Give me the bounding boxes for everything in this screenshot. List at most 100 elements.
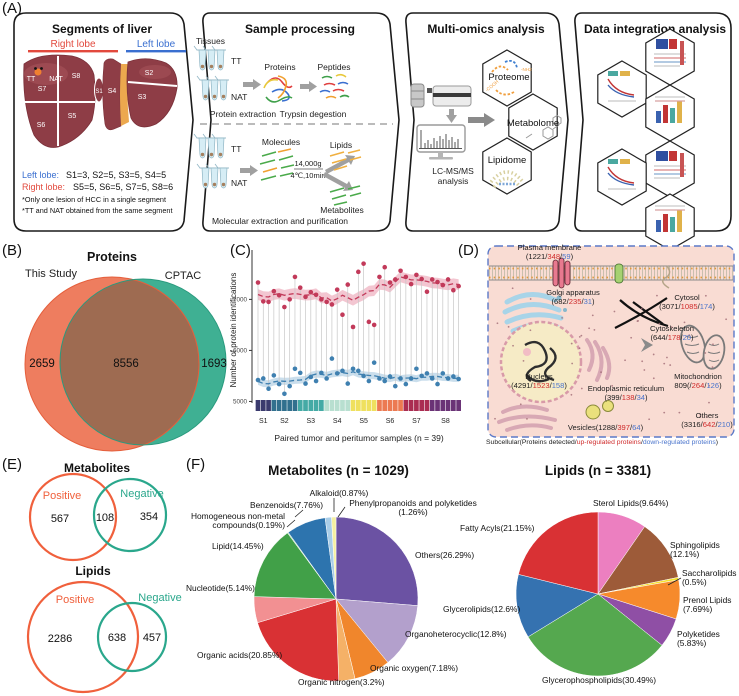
liver-note-1: *Only one lesion of HCC in a single segm… xyxy=(22,195,166,204)
sample-square xyxy=(403,400,409,411)
svg-text:S2: S2 xyxy=(145,70,154,77)
scatter-dot xyxy=(678,411,681,414)
group-label: S2 xyxy=(280,418,289,425)
lcms-label-1: LC-MS/MS xyxy=(432,166,474,176)
venn-lip-pos-circle xyxy=(26,580,140,694)
scatter-dot xyxy=(704,294,707,297)
svg-text:TT: TT xyxy=(231,56,241,66)
plasma-membrane-label: Plasma membrane (1221/348/59) xyxy=(517,243,582,261)
sample-square xyxy=(414,400,419,411)
venn-lip-neg-circle xyxy=(96,601,168,673)
blue-dot xyxy=(419,373,424,379)
lcms-label-2: analysis xyxy=(438,176,469,186)
mitochondria xyxy=(680,324,726,370)
red-dot xyxy=(398,268,403,274)
arrow-4 xyxy=(468,113,495,127)
blue-dot xyxy=(445,376,451,381)
sample-square xyxy=(276,400,282,411)
blue-dot xyxy=(440,371,446,376)
y-tick-label: 6000 xyxy=(233,347,248,354)
svg-text:TT: TT xyxy=(231,144,241,154)
venn-b-right-label: CPTAC xyxy=(165,270,202,282)
sample-square xyxy=(319,400,324,411)
sample-square xyxy=(340,400,345,411)
scatter-dot xyxy=(580,334,583,337)
venn-met-left-count: 567 xyxy=(51,513,69,525)
panel-f-pies: (F) Metabolites (n = 1029) Lipids (n = 3… xyxy=(185,455,739,696)
nat-label: NAT xyxy=(49,76,63,83)
molecular-extraction-caption: Molecular extraction and purification xyxy=(212,216,348,226)
scatter-dot xyxy=(578,347,581,350)
panel-a-workflow: Segments of liver Sample processing Mult… xyxy=(13,12,732,251)
red-dot xyxy=(313,292,319,298)
pie-slice-label: Others(26.29%) xyxy=(415,550,475,560)
pie-slice-label: Organic acids(20.85%) xyxy=(197,650,283,660)
centrifuge-speed: 14,000g xyxy=(294,159,321,168)
sample-square xyxy=(419,400,425,411)
sample-square xyxy=(303,400,308,411)
liver-note-2: *TT and NAT obtained from the same segme… xyxy=(22,206,172,215)
metabolome-structures xyxy=(525,114,562,140)
panel-d-cell xyxy=(487,245,735,438)
lipids-label: Lipids xyxy=(330,140,352,150)
red-dot xyxy=(282,304,287,310)
liver-segment-labels: TT NAT S7 S8 S6 S5 S1 S4 S2 S3 xyxy=(27,70,154,129)
scatter-dot xyxy=(526,418,528,420)
venn-b-left-label: This Study xyxy=(25,268,77,280)
y-axis-title: Number of protein identifications xyxy=(229,273,238,388)
tt-label: TT xyxy=(27,76,36,83)
cytosol-label: Cytosol (3071/1085/174) xyxy=(659,293,715,311)
venn-met-neg-label: Negative xyxy=(120,488,163,500)
svg-text:S5: S5 xyxy=(68,113,77,120)
red-dot xyxy=(340,312,345,317)
pie-slice-label: Organic nitrogen(3.2%) xyxy=(298,677,385,687)
scatter-dot xyxy=(694,377,697,380)
pie-slice xyxy=(518,511,599,595)
scatter-dot xyxy=(704,352,707,354)
red-dot xyxy=(445,277,451,282)
blue-dot xyxy=(345,381,351,386)
sample-square xyxy=(424,400,430,411)
trypsin-label: Trypsin degestion xyxy=(280,109,347,119)
panel-b-venn: Proteins This Study CPTAC 2659 8556 1693 xyxy=(24,250,227,452)
scatter-dot xyxy=(652,377,655,380)
group-label: S7 xyxy=(412,418,421,425)
pie-slice-label: Glycerolipids(12.6%) xyxy=(443,604,521,614)
scatter-dot xyxy=(712,343,714,346)
pie-slice-label: Nucleotide(5.14%) xyxy=(186,583,255,593)
red-dot xyxy=(308,289,314,295)
venn-met-pos-circle xyxy=(28,472,118,562)
liver-diagram: Right lobe Left lobe TT NAT S7 S8 S6 S5 … xyxy=(22,39,186,215)
red-dot xyxy=(260,299,266,304)
lipidome-label: Lipidome xyxy=(488,155,527,166)
scatter-dot xyxy=(699,416,702,418)
venn-met-title: Metabolites xyxy=(64,461,130,475)
protein-extraction-label: Protein extraction xyxy=(210,109,276,119)
sample-square xyxy=(297,400,303,411)
svg-text:S6: S6 xyxy=(37,122,46,129)
red-dot xyxy=(429,277,435,282)
tt-lesion xyxy=(34,68,42,76)
red-dot xyxy=(456,283,461,289)
multi-omics: LC-MS/MS analysis -NH2 -COOH Proteome Me… xyxy=(410,49,562,195)
group-label: S4 xyxy=(333,418,342,425)
pie-met-title: Metabolites (n = 1029) xyxy=(268,463,409,478)
scatter-dot xyxy=(511,287,514,290)
pie-slice-label: Benzenoids(7.76%) xyxy=(250,500,324,510)
red-dot xyxy=(292,274,298,280)
pie-slice xyxy=(253,532,337,600)
blue-dot xyxy=(282,391,287,397)
blue-dot xyxy=(403,381,409,387)
scatter-dot xyxy=(683,321,686,324)
blue-dot xyxy=(350,366,356,372)
red-dot xyxy=(329,302,335,307)
blue-dot xyxy=(266,386,271,391)
sample-square xyxy=(377,400,382,411)
peptides-label: Peptides xyxy=(317,62,350,72)
group-label: S5 xyxy=(359,418,368,425)
scatter-dot xyxy=(496,322,499,325)
scatter-dot xyxy=(699,413,702,416)
sample-square xyxy=(408,400,414,411)
scatter-dot xyxy=(648,418,651,421)
scatter-dot xyxy=(494,417,496,420)
